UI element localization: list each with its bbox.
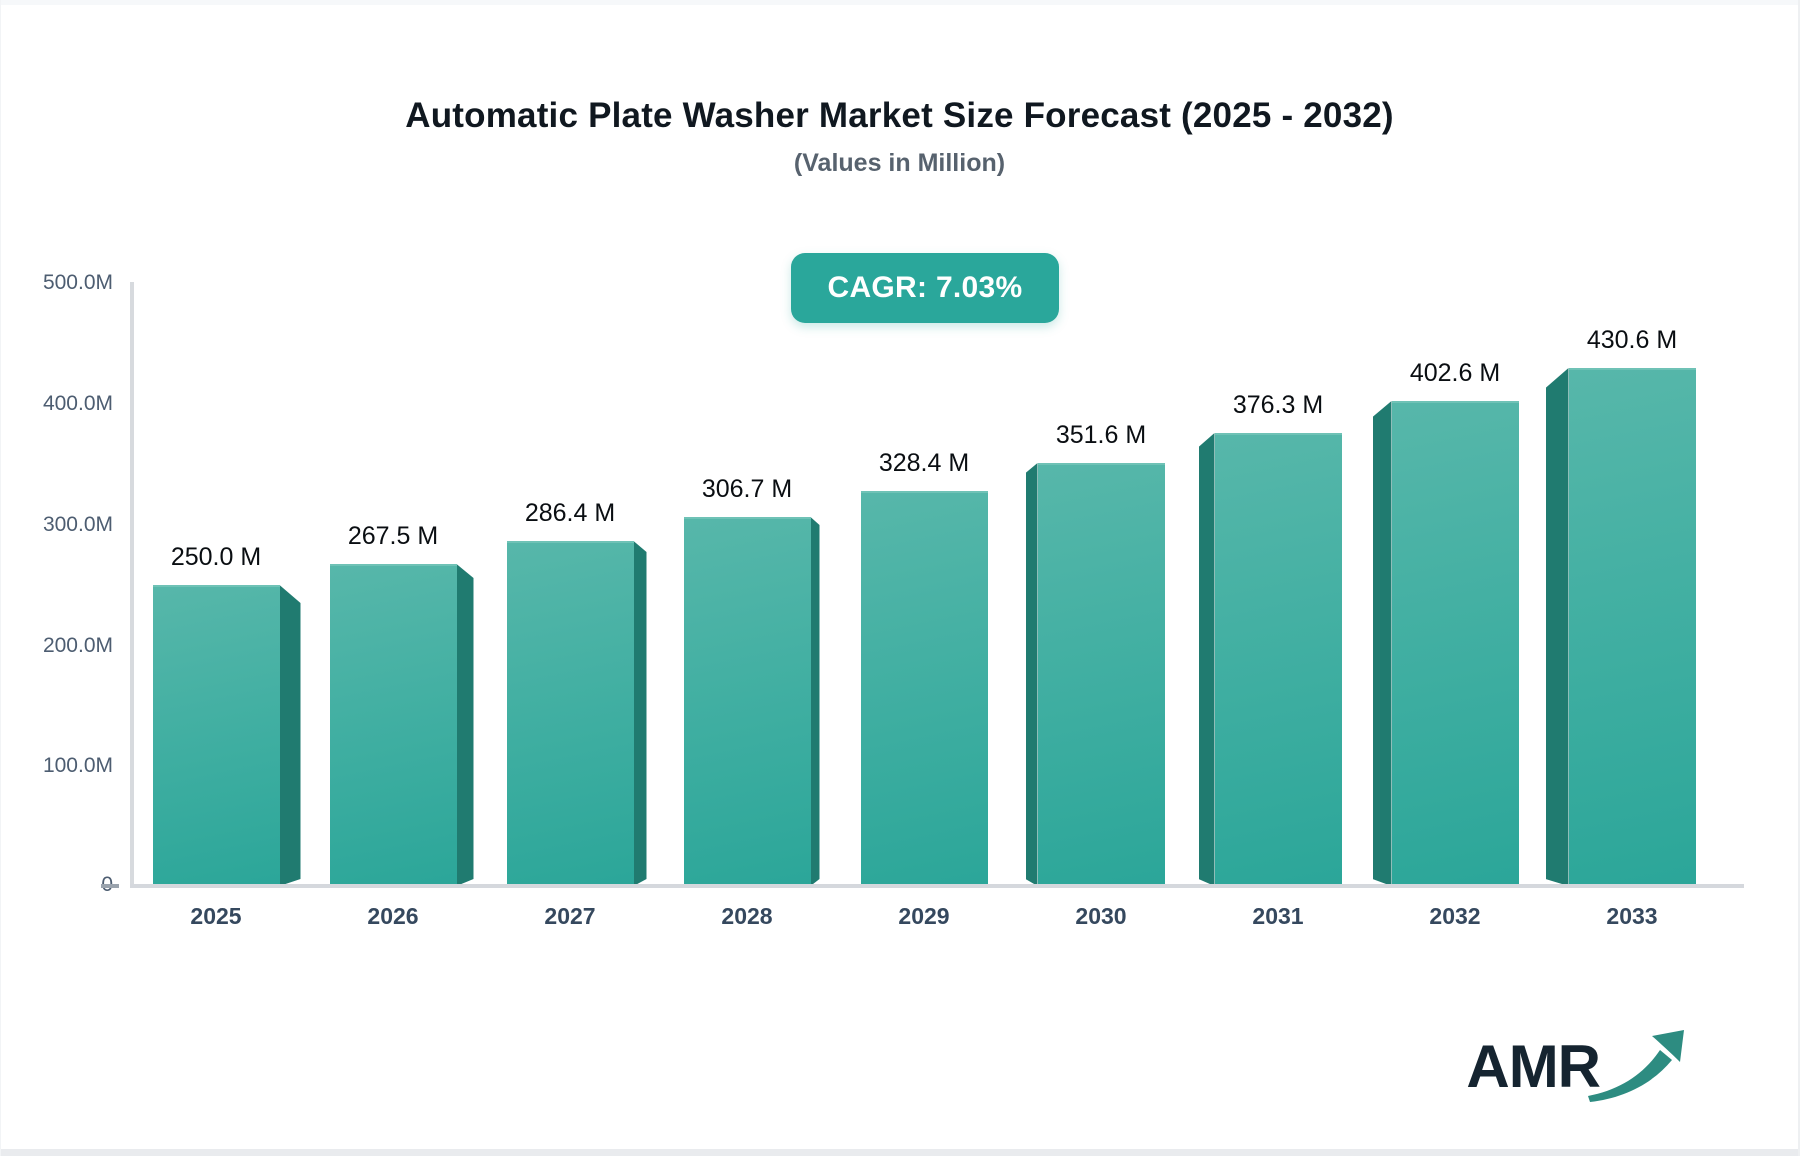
bar-side-face bbox=[811, 517, 820, 886]
chart-subtitle: (Values in Million) bbox=[793, 149, 1006, 177]
bar-side-face bbox=[1026, 463, 1038, 886]
top-edge-strip bbox=[1, 0, 1798, 5]
bar-2031 bbox=[1214, 433, 1342, 886]
x-axis-tick-label: 2031 bbox=[1252, 903, 1304, 929]
bar-value-label: 376.3 M bbox=[1232, 391, 1324, 419]
bar-value-label: 250.0 M bbox=[170, 543, 262, 571]
x-axis-tick-label: 2027 bbox=[544, 903, 596, 929]
bar-value-label: 351.6 M bbox=[1055, 421, 1147, 449]
growth-arrow-icon bbox=[1588, 1030, 1684, 1102]
bar-value-label: 267.5 M bbox=[347, 522, 439, 550]
x-axis-tick-label: 2028 bbox=[721, 903, 773, 929]
bar-2032 bbox=[1391, 401, 1519, 886]
zero-tick-mark bbox=[101, 884, 119, 888]
bar-value-label: 328.4 M bbox=[878, 449, 970, 477]
bar-side-face bbox=[280, 585, 301, 886]
bar-side-face bbox=[1199, 433, 1215, 886]
bar-value-label: 306.7 M bbox=[701, 475, 793, 503]
x-axis-tick-label: 2026 bbox=[367, 903, 419, 929]
logo-text: AMR bbox=[1466, 1032, 1601, 1100]
bar-side-face bbox=[634, 541, 647, 886]
x-axis-tick-label: 2032 bbox=[1429, 903, 1481, 929]
x-axis-tick-label: 2025 bbox=[190, 903, 242, 929]
bar-value-label: 286.4 M bbox=[524, 499, 616, 527]
x-axis-tick-label: 2029 bbox=[898, 903, 950, 929]
bar-2030 bbox=[1037, 463, 1165, 886]
chart-title: Automatic Plate Washer Market Size Forec… bbox=[405, 96, 1394, 135]
bar-side-face bbox=[457, 564, 474, 886]
bar-side-face bbox=[1546, 368, 1569, 886]
bar-2026 bbox=[329, 564, 457, 886]
x-axis-line bbox=[130, 884, 1744, 888]
bar-2033 bbox=[1568, 368, 1696, 886]
y-axis-line bbox=[130, 282, 134, 888]
x-axis-tick-label: 2033 bbox=[1606, 903, 1658, 929]
cagr-badge: CAGR: 7.03% bbox=[791, 253, 1059, 323]
bottom-edge-strip bbox=[1, 1149, 1798, 1156]
bar-2027 bbox=[506, 541, 634, 886]
y-axis-tick-label: 300.0M bbox=[42, 513, 113, 536]
amr-logo: AMR bbox=[1466, 1026, 1696, 1106]
bar-value-label: 402.6 M bbox=[1409, 359, 1501, 387]
y-axis-tick-label: 0 bbox=[9, 873, 113, 897]
cagr-badge-label: CAGR: 7.03% bbox=[827, 271, 1023, 304]
y-axis-tick-label: 400.0M bbox=[42, 392, 113, 415]
bar-value-label: 430.6 M bbox=[1586, 326, 1678, 354]
x-axis-tick-label: 2030 bbox=[1075, 903, 1127, 929]
bar-2028 bbox=[683, 517, 811, 886]
y-axis-tick-label: 100.0M bbox=[42, 754, 113, 777]
bar-side-face bbox=[1373, 401, 1392, 886]
y-axis-tick-label: 200.0M bbox=[42, 634, 113, 657]
y-axis-tick-label: 500.0M bbox=[42, 271, 113, 294]
bar-2025 bbox=[152, 585, 280, 886]
bar-2029 bbox=[860, 491, 988, 886]
